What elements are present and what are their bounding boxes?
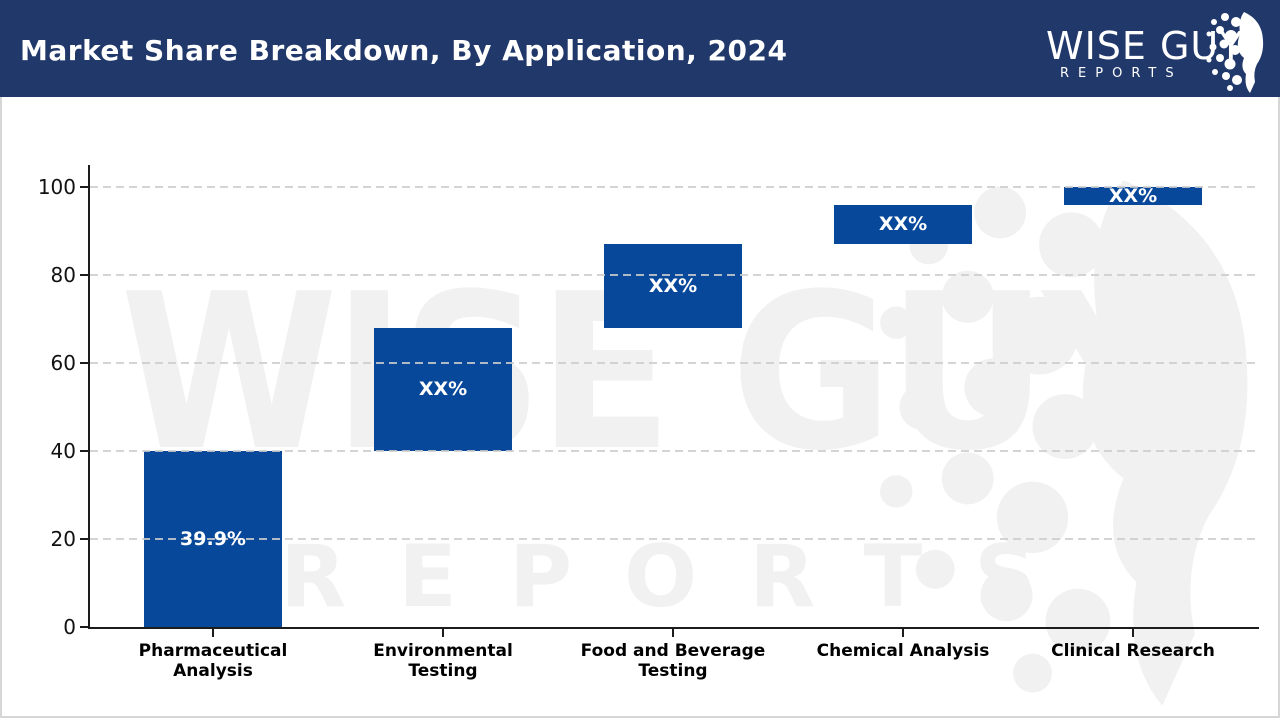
watermark-face-icon bbox=[880, 179, 1248, 706]
wiseguy-logo: WISE GUY REPORTS bbox=[1014, 6, 1266, 93]
x-tick-label-line: Food and Beverage bbox=[580, 641, 766, 661]
x-tick-chemical-analysis bbox=[902, 629, 904, 637]
bar-clinical-research bbox=[1064, 187, 1202, 205]
y-tick-label-40: 40 bbox=[50, 439, 76, 463]
y-tick-label-0: 0 bbox=[63, 615, 76, 639]
y-tick-label-80: 80 bbox=[50, 263, 76, 287]
y-tick-label-20: 20 bbox=[50, 527, 76, 551]
x-tick-label-line: Testing bbox=[638, 661, 708, 681]
y-tick-40 bbox=[80, 450, 88, 452]
header-bar: Market Share Breakdown, By Application, … bbox=[0, 0, 1280, 97]
x-tick-pharmaceutical-analysis bbox=[212, 629, 214, 637]
x-tick-label-pharmaceutical-analysis: Pharmaceutical Analysis bbox=[97, 641, 329, 681]
y-tick-label-100: 100 bbox=[37, 175, 76, 199]
y-axis-line bbox=[88, 165, 90, 629]
bar-food-and-beverage-testing bbox=[604, 244, 742, 328]
x-tick-label-line: Analysis bbox=[173, 661, 253, 681]
bar-value-label: XX% bbox=[418, 378, 468, 401]
bar-value-label: 39.9% bbox=[180, 528, 246, 550]
logo-subtext: REPORTS bbox=[1060, 66, 1183, 81]
bar-chemical-analysis bbox=[834, 204, 972, 245]
chart-panel: WISE GUY REPORTS 39.9% XX% XX% XX% XX% 0 20 40 6… bbox=[0, 97, 1280, 718]
x-tick-label-chemical-analysis: Chemical Analysis bbox=[787, 641, 1019, 661]
plot-area: 39.9% XX% XX% XX% XX% 0 20 40 60 80 100 Pharmaceuti… bbox=[2, 97, 1280, 716]
y-tick-0 bbox=[80, 626, 88, 628]
watermark-subtext: REPORTS bbox=[280, 527, 1089, 627]
bar-value-label: XX% bbox=[648, 274, 698, 297]
x-tick-label-environmental-testing: Environmental Testing bbox=[327, 641, 559, 681]
bar-value-label: XX% bbox=[1108, 184, 1158, 207]
x-tick-label-food-and-beverage-testing: Food and Beverage Testing bbox=[557, 641, 789, 681]
y-tick-60 bbox=[80, 362, 88, 364]
y-tick-80 bbox=[80, 274, 88, 276]
gridline-80 bbox=[90, 274, 1259, 276]
gridline-60 bbox=[90, 362, 1259, 364]
x-tick-label-line: Environmental bbox=[373, 641, 513, 661]
x-tick-label-line: Chemical Analysis bbox=[816, 641, 990, 661]
gridline-40 bbox=[90, 450, 1259, 452]
logo-face-icon bbox=[1206, 12, 1264, 93]
x-tick-label-line: Pharmaceutical bbox=[138, 641, 288, 661]
y-tick-100 bbox=[80, 186, 88, 188]
bar-value-label: XX% bbox=[878, 213, 928, 236]
gridline-100 bbox=[90, 186, 1259, 188]
x-tick-label-line: Testing bbox=[408, 661, 478, 681]
x-tick-environmental-testing bbox=[442, 629, 444, 637]
chart-title: Market Share Breakdown, By Application, … bbox=[20, 34, 788, 67]
x-tick-label-clinical-research: Clinical Research bbox=[1017, 641, 1249, 661]
y-tick-label-60: 60 bbox=[50, 351, 76, 375]
bar-environmental-testing bbox=[374, 327, 512, 451]
x-tick-clinical-research bbox=[1132, 629, 1134, 637]
gridline-20 bbox=[90, 538, 1259, 540]
x-axis-line bbox=[88, 627, 1259, 629]
x-tick-food-and-beverage-testing bbox=[672, 629, 674, 637]
y-tick-20 bbox=[80, 538, 88, 540]
x-tick-label-line: Clinical Research bbox=[1051, 641, 1215, 661]
